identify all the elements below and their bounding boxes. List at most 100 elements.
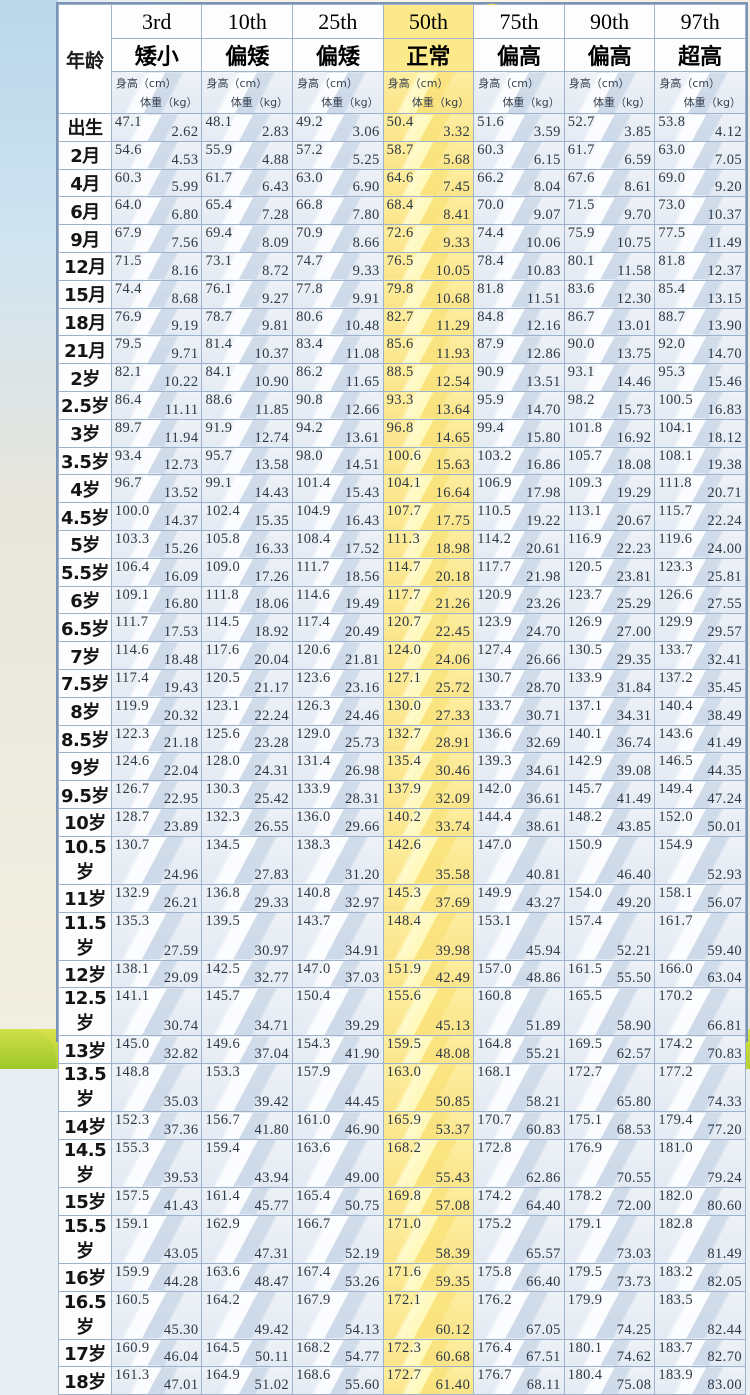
weight-value: 10.37 bbox=[254, 346, 290, 363]
weight-value: 2.62 bbox=[171, 123, 199, 140]
unit-weight-label: 体重（kg） bbox=[230, 96, 289, 109]
age-cell: 13.5岁 bbox=[58, 1063, 112, 1113]
table-row: 11岁 132.9 26.21 136.8 29.33 140.8 32.97 145.3 37… bbox=[58, 883, 746, 913]
data-cell: 117.4 20.49 bbox=[292, 613, 384, 643]
data-cell: 179.5 73.73 bbox=[563, 1262, 656, 1292]
weight-value: 48.86 bbox=[526, 970, 561, 987]
height-value: 147.0 bbox=[296, 960, 331, 977]
data-cell: 160.5 45.30 bbox=[110, 1290, 203, 1340]
height-value: 168.6 bbox=[296, 1367, 331, 1384]
data-cell: 159.1 43.05 bbox=[110, 1214, 203, 1264]
weight-value: 41.49 bbox=[616, 790, 652, 807]
height-value: 80.1 bbox=[567, 252, 595, 269]
weight-value: 20.32 bbox=[163, 707, 199, 724]
unit-header-0: 身高（cm） 体重（kg） bbox=[110, 71, 203, 114]
weight-value: 28.70 bbox=[526, 679, 561, 696]
data-cell: 51.6 3.59 bbox=[473, 113, 565, 142]
weight-value: 70.55 bbox=[616, 1169, 652, 1186]
weight-value: 60.83 bbox=[526, 1121, 561, 1138]
data-cell: 64.6 7.45 bbox=[382, 168, 475, 198]
height-value: 108.4 bbox=[296, 530, 331, 547]
height-value: 162.9 bbox=[205, 1215, 241, 1232]
weight-value: 16.64 bbox=[435, 485, 471, 502]
weight-value: 49.20 bbox=[616, 894, 652, 911]
age-cell: 6月 bbox=[58, 196, 112, 226]
percentile-row: 年龄 3rd 10th 25th 50th 75th 90th 97th bbox=[58, 4, 746, 114]
weight-value: 60.12 bbox=[435, 1321, 471, 1338]
data-cell: 104.1 16.64 bbox=[382, 474, 475, 504]
height-value: 73.0 bbox=[658, 197, 686, 214]
height-value: 142.6 bbox=[386, 836, 422, 853]
height-value: 126.6 bbox=[658, 586, 693, 603]
table-row: 9岁 124.6 22.04 128.0 24.31 131.4 26.98 135.4 30.… bbox=[58, 752, 746, 782]
age-cell: 3岁 bbox=[58, 418, 112, 448]
height-value: 124.6 bbox=[114, 753, 150, 770]
weight-value: 19.22 bbox=[526, 512, 561, 529]
weight-value: 68.11 bbox=[526, 1377, 561, 1394]
age-cell: 2月 bbox=[58, 140, 112, 170]
data-cell: 81.4 10.37 bbox=[201, 335, 294, 365]
data-cell: 178.2 72.00 bbox=[563, 1186, 656, 1216]
data-cell: 114.6 19.49 bbox=[292, 585, 384, 615]
height-value: 135.4 bbox=[386, 753, 422, 770]
data-cell: 77.8 9.91 bbox=[292, 279, 384, 309]
height-value: 179.1 bbox=[567, 1215, 603, 1232]
data-cell: 153.3 39.42 bbox=[201, 1063, 294, 1113]
height-value: 79.5 bbox=[114, 336, 142, 353]
height-value: 170.2 bbox=[658, 988, 693, 1005]
data-cell: 177.2 74.33 bbox=[654, 1063, 746, 1113]
height-value: 69.4 bbox=[205, 225, 233, 242]
data-cell: 60.3 5.99 bbox=[110, 168, 203, 198]
age-cell: 16.5岁 bbox=[58, 1290, 112, 1340]
data-cell: 169.5 62.57 bbox=[563, 1035, 656, 1065]
weight-value: 51.89 bbox=[526, 1018, 561, 1035]
data-cell: 155.6 45.13 bbox=[382, 987, 475, 1037]
data-cell: 182.0 80.60 bbox=[654, 1186, 746, 1216]
height-value: 164.5 bbox=[205, 1339, 241, 1356]
weight-value: 81.49 bbox=[707, 1245, 742, 1262]
height-value: 133.7 bbox=[477, 697, 512, 714]
data-cell: 123.7 25.29 bbox=[563, 585, 656, 615]
height-value: 109.1 bbox=[114, 586, 150, 603]
height-value: 54.6 bbox=[114, 141, 142, 158]
weight-value: 39.53 bbox=[163, 1169, 199, 1186]
height-value: 180.4 bbox=[567, 1367, 603, 1384]
height-value: 128.7 bbox=[114, 808, 150, 825]
height-value: 120.7 bbox=[386, 614, 422, 631]
data-cell: 111.8 18.06 bbox=[201, 585, 294, 615]
height-value: 120.5 bbox=[567, 558, 603, 575]
growth-chart-table-container: 年龄 3rd 10th 25th 50th 75th 90th 97th 矮小 偏矮 偏矮 正常 偏高… bbox=[56, 0, 748, 1395]
height-value: 63.0 bbox=[296, 169, 324, 186]
data-cell: 79.5 9.71 bbox=[110, 335, 203, 365]
weight-value: 42.49 bbox=[435, 970, 471, 987]
data-cell: 95.9 14.70 bbox=[473, 390, 565, 420]
data-cell: 140.4 38.49 bbox=[654, 696, 746, 726]
weight-value: 24.31 bbox=[254, 763, 290, 780]
height-value: 137.1 bbox=[567, 697, 603, 714]
height-value: 137.9 bbox=[386, 781, 422, 798]
data-cell: 172.7 61.40 bbox=[382, 1366, 475, 1395]
weight-value: 11.29 bbox=[436, 318, 471, 335]
data-cell: 120.5 23.81 bbox=[563, 557, 656, 587]
data-cell: 145.3 37.69 bbox=[382, 883, 475, 913]
data-cell: 98.2 15.73 bbox=[563, 390, 656, 420]
height-value: 143.6 bbox=[658, 725, 693, 742]
weight-value: 77.20 bbox=[707, 1121, 742, 1138]
height-value: 152.0 bbox=[658, 808, 693, 825]
weight-value: 14.43 bbox=[254, 485, 290, 502]
height-value: 159.5 bbox=[386, 1036, 422, 1053]
height-value: 126.3 bbox=[296, 697, 331, 714]
data-cell: 130.7 24.96 bbox=[110, 835, 203, 885]
weight-value: 11.08 bbox=[345, 346, 380, 363]
weight-value: 39.42 bbox=[254, 1094, 290, 1111]
height-value: 142.0 bbox=[477, 781, 512, 798]
height-value: 172.3 bbox=[386, 1339, 422, 1356]
data-cell: 166.0 63.04 bbox=[654, 959, 746, 989]
height-value: 183.7 bbox=[658, 1339, 693, 1356]
weight-value: 16.09 bbox=[163, 568, 199, 585]
height-value: 79.8 bbox=[386, 280, 414, 297]
age-cell: 出生 bbox=[58, 113, 112, 142]
age-cell: 15.5岁 bbox=[58, 1214, 112, 1264]
data-cell: 175.1 68.53 bbox=[563, 1111, 656, 1140]
weight-value: 41.80 bbox=[254, 1121, 290, 1138]
